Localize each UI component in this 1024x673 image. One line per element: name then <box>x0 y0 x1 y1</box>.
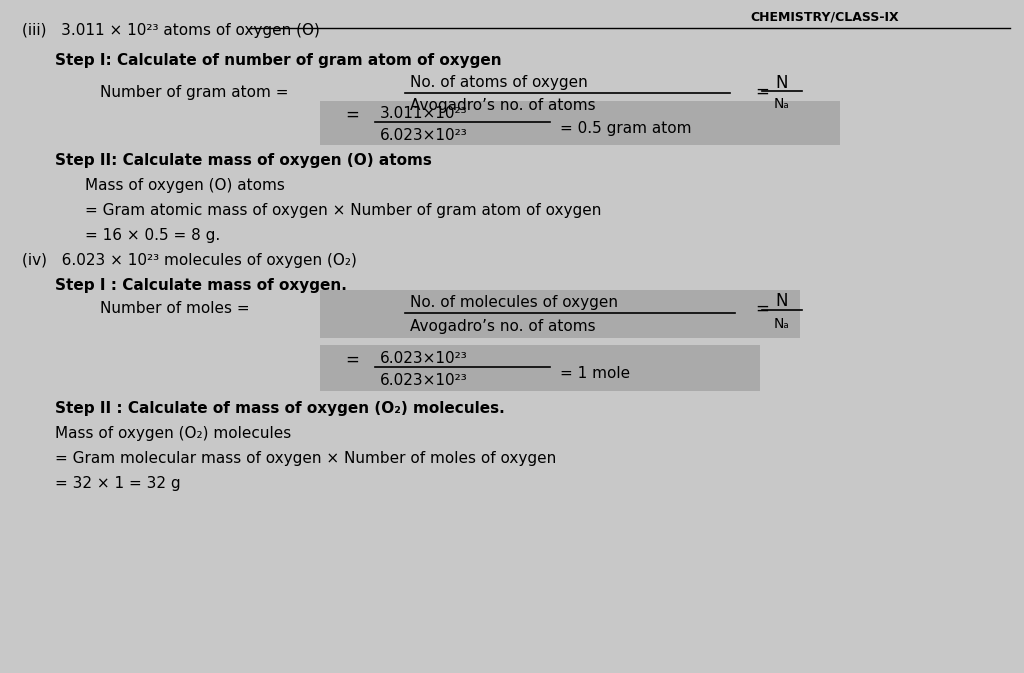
Text: CHEMISTRY/CLASS-IX: CHEMISTRY/CLASS-IX <box>750 11 899 24</box>
Text: =: = <box>345 106 358 124</box>
FancyBboxPatch shape <box>319 345 760 391</box>
Text: Mass of oxygen (O) atoms: Mass of oxygen (O) atoms <box>85 178 285 193</box>
FancyBboxPatch shape <box>319 101 840 145</box>
Text: =: = <box>755 300 769 318</box>
Text: Step I: Calculate of number of gram atom of oxygen: Step I: Calculate of number of gram atom… <box>55 53 502 68</box>
Text: Avogadro’s no. of atoms: Avogadro’s no. of atoms <box>410 98 596 113</box>
Text: No. of atoms of oxygen: No. of atoms of oxygen <box>410 75 588 90</box>
Text: 6.023×10²³: 6.023×10²³ <box>380 351 468 366</box>
Text: Nₐ: Nₐ <box>774 317 790 331</box>
FancyBboxPatch shape <box>319 290 800 338</box>
Text: = Gram molecular mass of oxygen × Number of moles of oxygen: = Gram molecular mass of oxygen × Number… <box>55 451 556 466</box>
Text: Number of moles =: Number of moles = <box>100 301 250 316</box>
Text: Nₐ: Nₐ <box>774 97 790 111</box>
Text: = 0.5 gram atom: = 0.5 gram atom <box>560 121 691 136</box>
Text: Mass of oxygen (O₂) molecules: Mass of oxygen (O₂) molecules <box>55 426 291 441</box>
Text: = 16 × 0.5 = 8 g.: = 16 × 0.5 = 8 g. <box>85 228 220 243</box>
Text: 6.023×10²³: 6.023×10²³ <box>380 373 468 388</box>
Text: 3.011×10²³: 3.011×10²³ <box>380 106 468 121</box>
Text: No. of molecules of oxygen: No. of molecules of oxygen <box>410 295 618 310</box>
Text: (iii)   3.011 × 10²³ atoms of oxygen (O): (iii) 3.011 × 10²³ atoms of oxygen (O) <box>22 23 319 38</box>
Text: Step II: Calculate mass of oxygen (O) atoms: Step II: Calculate mass of oxygen (O) at… <box>55 153 432 168</box>
Text: N: N <box>776 292 788 310</box>
Text: =: = <box>755 83 769 101</box>
Text: Step II : Calculate of mass of oxygen (O₂) molecules.: Step II : Calculate of mass of oxygen (O… <box>55 401 505 416</box>
Text: Step I : Calculate mass of oxygen.: Step I : Calculate mass of oxygen. <box>55 278 347 293</box>
Text: Avogadro’s no. of atoms: Avogadro’s no. of atoms <box>410 319 596 334</box>
Text: = Gram atomic mass of oxygen × Number of gram atom of oxygen: = Gram atomic mass of oxygen × Number of… <box>85 203 601 218</box>
Text: = 32 × 1 = 32 g: = 32 × 1 = 32 g <box>55 476 180 491</box>
Text: =: = <box>345 351 358 369</box>
Text: (iv)   6.023 × 10²³ molecules of oxygen (O₂): (iv) 6.023 × 10²³ molecules of oxygen (O… <box>22 253 357 268</box>
Text: 6.023×10²³: 6.023×10²³ <box>380 128 468 143</box>
Text: = 1 mole: = 1 mole <box>560 366 630 381</box>
Text: Number of gram atom =: Number of gram atom = <box>100 85 289 100</box>
Text: N: N <box>776 74 788 92</box>
